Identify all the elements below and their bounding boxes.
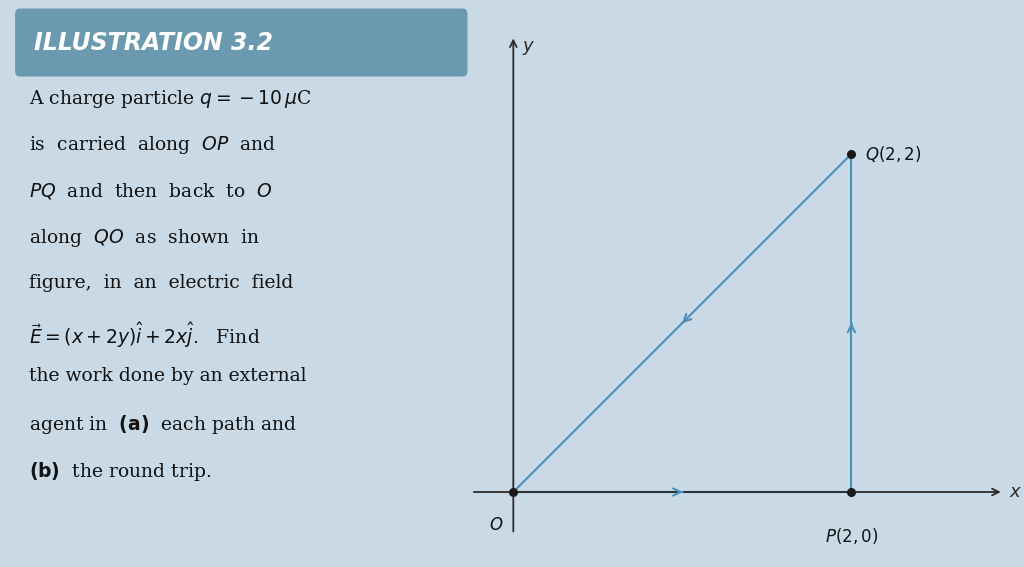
Text: ILLUSTRATION 3.2: ILLUSTRATION 3.2 [35, 31, 273, 54]
Text: figure,  in  an  electric  field: figure, in an electric field [30, 274, 294, 292]
Text: $\vec{E}=(x+2y)\hat{i}+2x\hat{j}$.   Find: $\vec{E}=(x+2y)\hat{i}+2x\hat{j}$. Find [30, 320, 261, 350]
Text: is  carried  along  $OP$  and: is carried along $OP$ and [30, 134, 276, 156]
Text: agent in  $\mathbf{(a)}$  each path and: agent in $\mathbf{(a)}$ each path and [30, 413, 297, 437]
Text: A charge particle $q=-10\,\mu$C: A charge particle $q=-10\,\mu$C [30, 88, 312, 110]
Text: $y$: $y$ [522, 39, 536, 57]
Text: $\mathbf{(b)}$  the round trip.: $\mathbf{(b)}$ the round trip. [30, 460, 212, 483]
FancyBboxPatch shape [15, 9, 467, 77]
Text: $Q(2,2)$: $Q(2,2)$ [865, 144, 922, 164]
Text: $x$: $x$ [1009, 483, 1022, 501]
Text: $O$: $O$ [488, 517, 503, 534]
Text: the work done by an external: the work done by an external [30, 367, 307, 385]
Text: along  $QO$  as  shown  in: along $QO$ as shown in [30, 227, 261, 249]
Text: $P(2,0)$: $P(2,0)$ [824, 526, 878, 546]
Text: $PQ$  and  then  back  to  $O$: $PQ$ and then back to $O$ [30, 181, 273, 201]
